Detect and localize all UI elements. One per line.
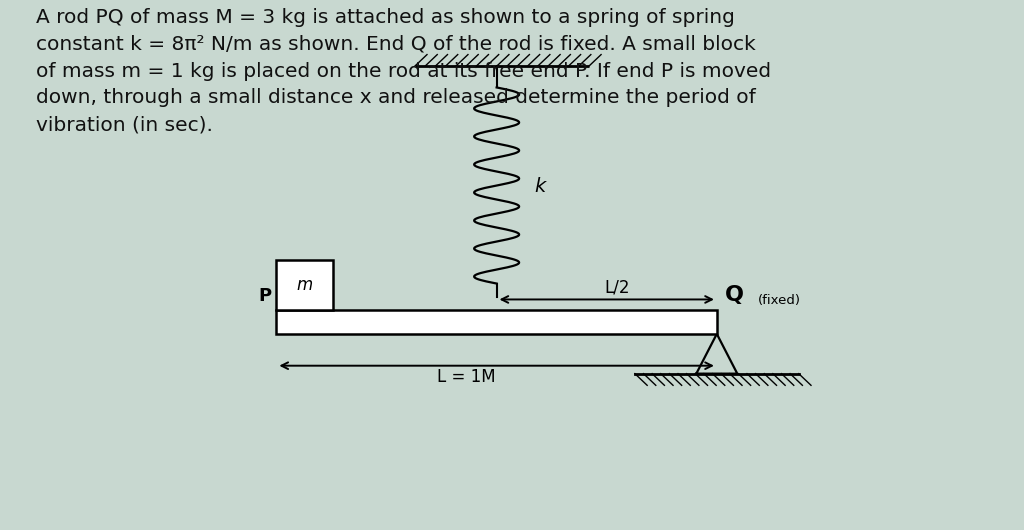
Text: A rod PQ of mass M = 3 kg is attached as shown to a spring of spring
constant k : A rod PQ of mass M = 3 kg is attached as… xyxy=(36,8,771,134)
Text: (fixed): (fixed) xyxy=(758,294,801,307)
Text: P: P xyxy=(258,287,271,305)
Text: m: m xyxy=(297,276,312,294)
Text: Q: Q xyxy=(725,285,744,305)
Text: L/2: L/2 xyxy=(604,279,630,297)
Bar xyxy=(276,310,717,334)
Text: L = 1M: L = 1M xyxy=(436,368,496,386)
Bar xyxy=(276,260,333,310)
Text: k: k xyxy=(535,178,546,196)
